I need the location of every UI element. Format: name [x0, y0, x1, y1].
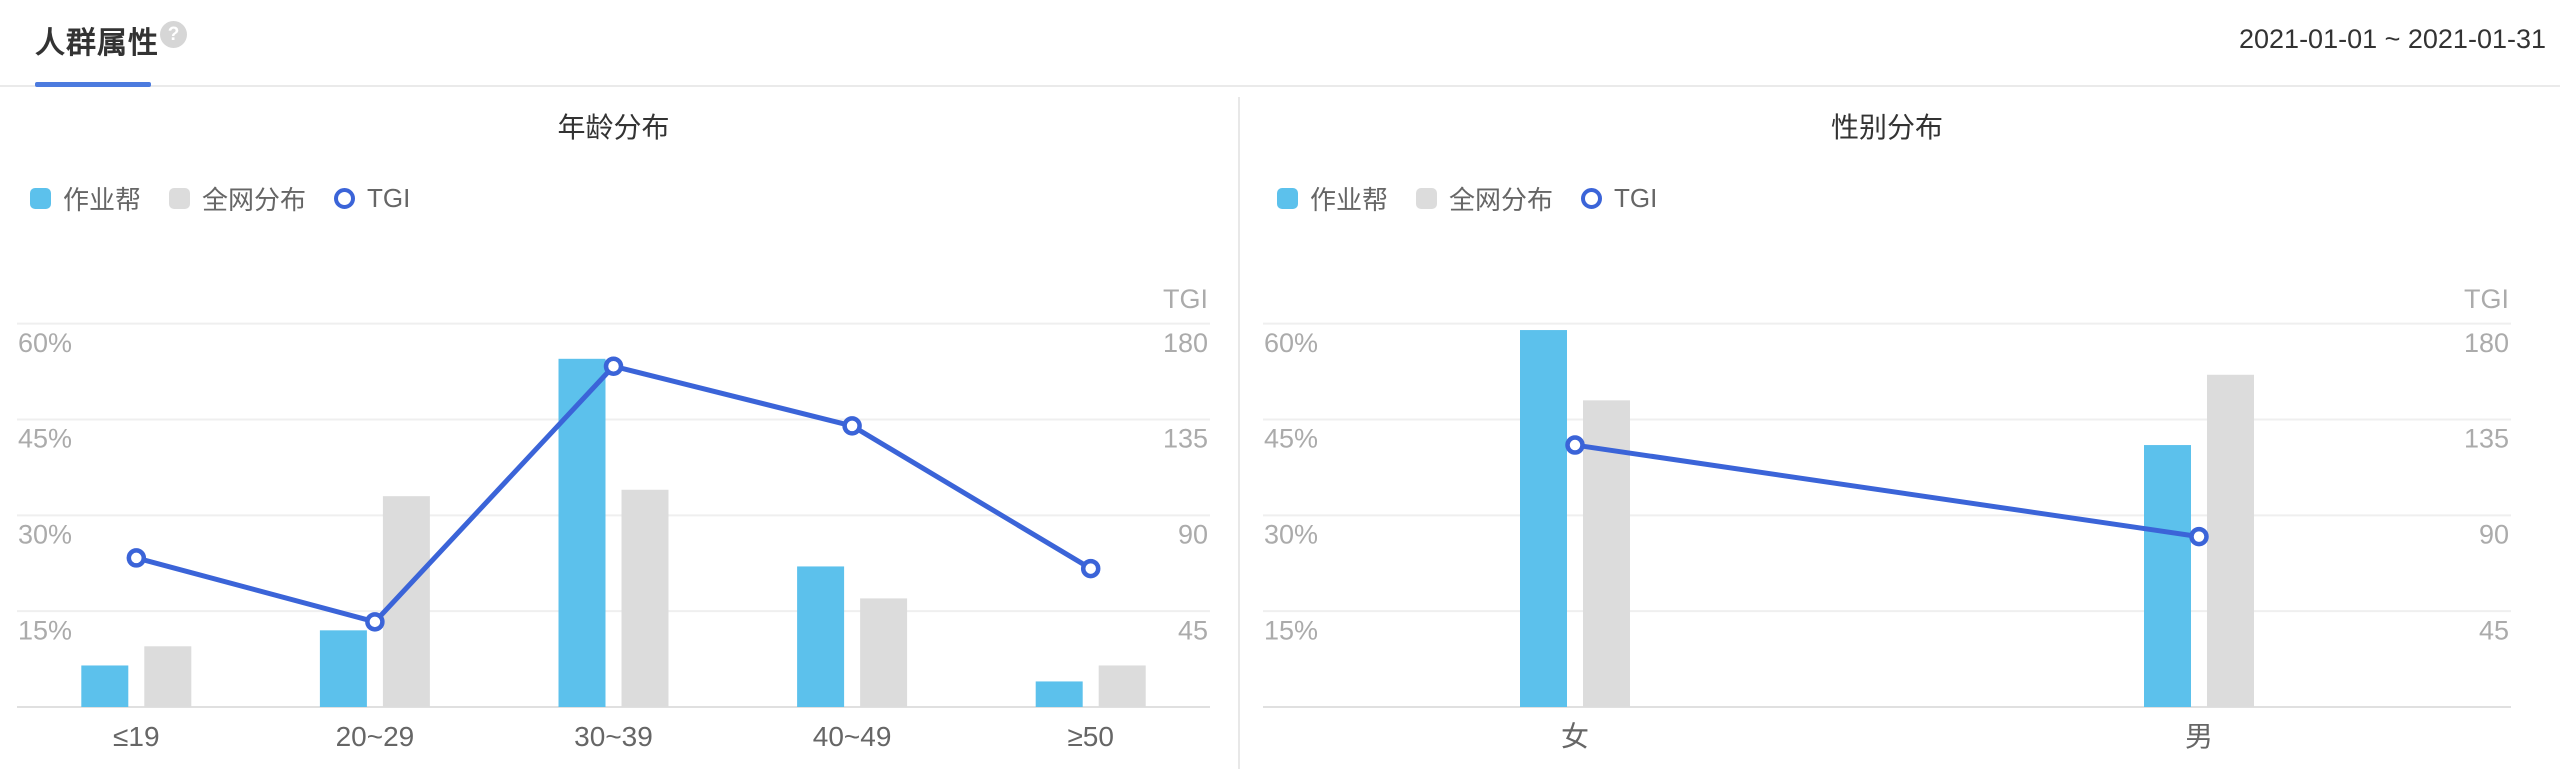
bar-network-≤19[interactable] — [144, 646, 192, 707]
percent-axis-tick: 30% — [18, 520, 72, 550]
percent-axis-tick: 30% — [1264, 520, 1318, 550]
tgi-point-20~29[interactable] — [365, 612, 385, 632]
legend-label: TGI — [367, 183, 411, 213]
legend-label: TGI — [1614, 183, 1658, 213]
tgi-axis-tick: 180 — [2464, 328, 2509, 358]
chart-title-gender: 性别分布 — [1830, 112, 1943, 143]
network-swatch-icon — [169, 188, 191, 209]
chart-title-age: 年龄分布 — [557, 112, 670, 143]
bar-zuoyebang-30~39[interactable] — [558, 358, 606, 707]
bar-zuoyebang-女[interactable] — [1520, 330, 1567, 707]
age-distribution-chart[interactable]: 15% 45 30% 90 45% 135 60% 180 TGI ≤19 20~29 30~39 40… — [0, 280, 1238, 784]
page-title: 人群属性 — [35, 27, 159, 60]
tgi-axis-tick: 90 — [2479, 520, 2509, 550]
percent-axis-tick: 15% — [18, 615, 72, 645]
bar-zuoyebang-≥50[interactable] — [1035, 681, 1083, 707]
legend-label: 作业帮 — [63, 185, 142, 215]
tgi-axis-title: TGI — [1163, 284, 1208, 314]
panel-divider — [1238, 97, 1240, 769]
x-axis-label-≤19: ≤19 — [113, 721, 160, 752]
legend-label: 全网分布 — [1449, 185, 1554, 215]
tgi-axis-tick: 180 — [1163, 328, 1208, 358]
legend-gender: 作业帮 全网分布 TGI — [1277, 180, 1657, 217]
gender-distribution-chart[interactable]: 15% 45 30% 90 45% 135 60% 180 TGI 女 男 — [1240, 280, 2560, 784]
panel-age-distribution: 年龄分布 作业帮 全网分布 TGI 15% 45 30% 90 45% 135 60% 180… — [0, 87, 1238, 784]
tgi-axis-tick: 90 — [1178, 520, 1208, 550]
tgi-axis-tick: 45 — [1178, 615, 1208, 645]
bar-network-20~29[interactable] — [382, 496, 430, 707]
tgi-axis-tick: 45 — [2479, 615, 2509, 645]
legend-item-network[interactable]: 全网分布 — [1416, 180, 1553, 217]
date-range: 2021-01-01 ~ 2021-01-31 — [2239, 24, 2546, 54]
tgi-ring-icon — [334, 188, 356, 209]
x-axis-label-40~49: 40~49 — [813, 721, 892, 752]
bar-network-男[interactable] — [2207, 374, 2254, 707]
tgi-axis-title: TGI — [2464, 284, 2509, 314]
bar-network-30~39[interactable] — [621, 489, 669, 707]
legend-item-zuoyebang[interactable]: 作业帮 — [1277, 180, 1388, 217]
bar-zuoyebang-男[interactable] — [2144, 445, 2191, 707]
tgi-point-30~39[interactable] — [603, 356, 624, 377]
active-tab-indicator — [35, 82, 151, 87]
bar-zuoyebang-≤19[interactable] — [81, 665, 129, 707]
legend-item-tgi[interactable]: TGI — [334, 183, 410, 214]
legend-label: 全网分布 — [202, 185, 307, 215]
tgi-point-男[interactable] — [2189, 526, 2209, 547]
tgi-line — [1572, 442, 2202, 540]
tgi-point-女[interactable] — [1565, 435, 1585, 455]
zuoyebang-swatch-icon — [30, 188, 51, 209]
tgi-axis-tick: 135 — [1163, 424, 1208, 454]
legend-item-zuoyebang[interactable]: 作业帮 — [30, 180, 141, 217]
bar-network-≥50[interactable] — [1098, 665, 1146, 707]
percent-axis-tick: 60% — [18, 328, 72, 358]
tgi-point-≥50[interactable] — [1080, 558, 1101, 579]
legend-item-tgi[interactable]: TGI — [1581, 183, 1657, 214]
tgi-line — [133, 363, 1094, 625]
bar-network-40~49[interactable] — [860, 598, 908, 707]
help-icon[interactable]: ? — [160, 21, 187, 48]
network-swatch-icon — [1416, 188, 1438, 209]
bar-zuoyebang-40~49[interactable] — [797, 566, 845, 707]
panel-gender-distribution: 性别分布 作业帮 全网分布 TGI 15% 45 30% 90 45% 135 60% 180… — [1240, 87, 2560, 784]
tgi-point-40~49[interactable] — [842, 416, 862, 436]
x-axis-label-20~29: 20~29 — [336, 721, 415, 752]
charts-area: 年龄分布 作业帮 全网分布 TGI 15% 45 30% 90 45% 135 60% 180… — [0, 87, 2560, 784]
x-axis-label-≥50: ≥50 — [1067, 721, 1114, 752]
tgi-point-≤19[interactable] — [126, 548, 147, 568]
legend-item-network[interactable]: 全网分布 — [169, 180, 306, 217]
tgi-ring-icon — [1581, 188, 1603, 209]
legend-age: 作业帮 全网分布 TGI — [30, 180, 410, 217]
x-axis-label-男: 男 — [2185, 721, 2213, 752]
bar-zuoyebang-20~29[interactable] — [319, 630, 367, 707]
percent-axis-tick: 60% — [1264, 328, 1318, 358]
percent-axis-tick: 45% — [18, 424, 72, 454]
zuoyebang-swatch-icon — [1277, 188, 1298, 209]
percent-axis-tick: 45% — [1264, 424, 1318, 454]
tgi-axis-tick: 135 — [2464, 424, 2509, 454]
header: 人群属性 ? 2021-01-01 ~ 2021-01-31 — [0, 0, 2560, 87]
percent-axis-tick: 15% — [1264, 615, 1318, 645]
x-axis-label-30~39: 30~39 — [574, 721, 653, 752]
x-axis-label-女: 女 — [1561, 721, 1589, 752]
legend-label: 作业帮 — [1310, 185, 1389, 215]
